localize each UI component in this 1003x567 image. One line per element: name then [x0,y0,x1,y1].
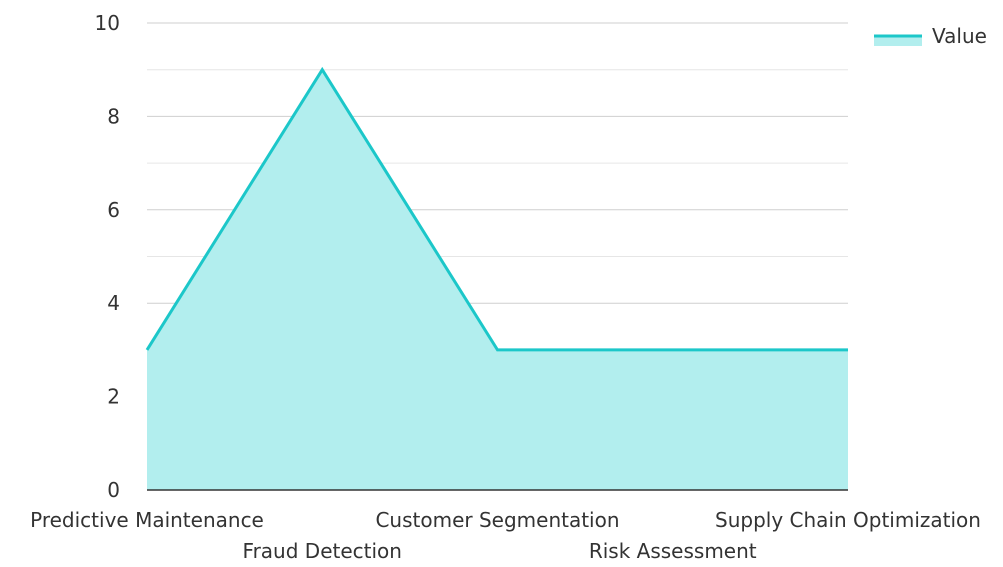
x-tick-label: Predictive Maintenance [30,508,264,532]
y-tick-label: 2 [107,385,120,409]
x-tick-labels: Predictive Maintenance Fraud Detection Cus… [30,508,981,563]
y-tick-label: 6 [107,198,120,222]
y-tick-label: 0 [107,478,120,502]
y-tick-label: 4 [107,291,120,315]
legend-label-value: Value [932,24,987,48]
x-tick-label: Fraud Detection [243,539,402,562]
series-area-layer [145,66,848,490]
legend-swatch [874,36,922,46]
y-tick-labels: 0 2 4 6 8 10 [95,11,120,502]
legend: Value [874,24,987,48]
x-tick-label: Supply Chain Optimization [715,508,981,532]
x-tick-label: Risk Assessment [589,539,757,562]
series-area-fill [147,69,848,490]
y-tick-label: 8 [107,104,120,128]
y-tick-label: 10 [95,11,120,35]
x-tick-label: Customer Segmentation [375,508,619,532]
series-line-value [145,66,848,352]
